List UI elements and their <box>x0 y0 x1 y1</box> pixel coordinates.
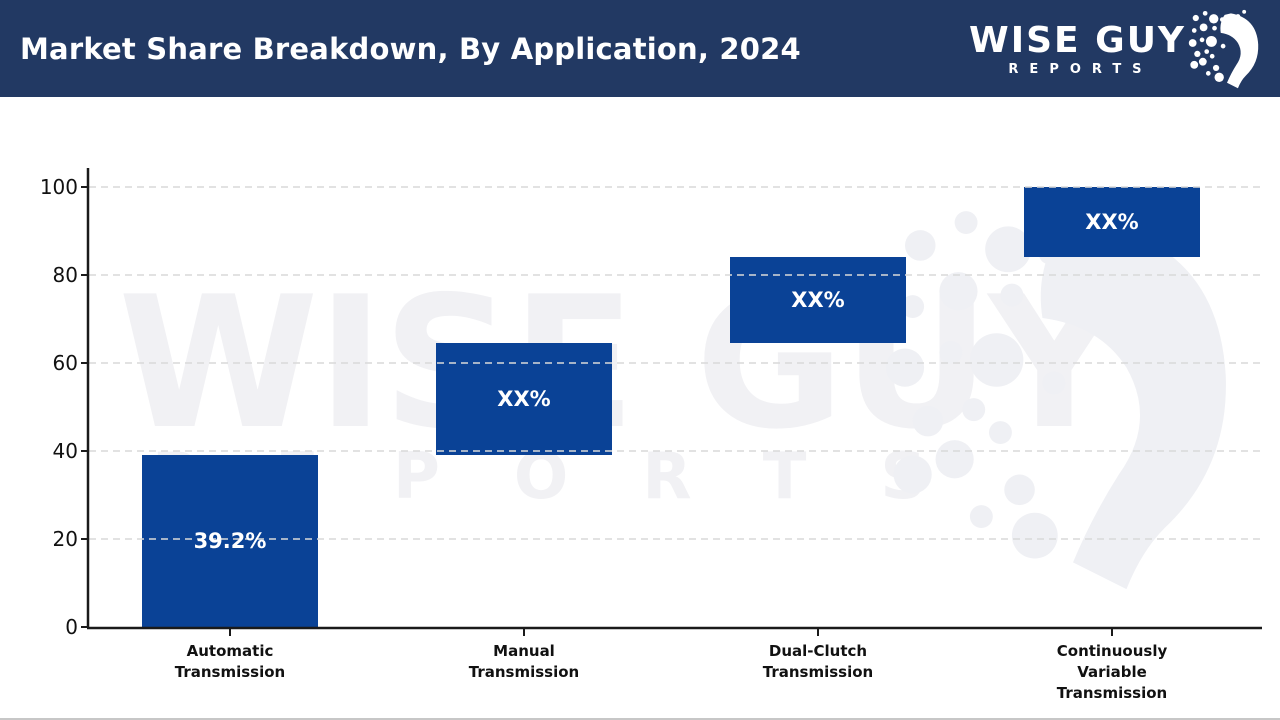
bar-value-label: XX% <box>791 288 845 313</box>
bar-automatic-transmission <box>142 454 318 627</box>
bar-value-label: 39.2% <box>193 528 267 553</box>
page-title: Market Share Breakdown, By Application, … <box>20 31 801 66</box>
y-tick-label: 20 <box>52 527 78 551</box>
y-tick-label: 0 <box>65 615 78 639</box>
x-category-label-automatic-transmission: Automatic Transmission <box>174 642 286 681</box>
bar-value-label: XX% <box>497 386 551 411</box>
x-category-label-dual-clutch-transmission: Dual-Clutch Transmission <box>762 642 874 681</box>
brand-logo: WISE GUY REPORTS <box>969 6 1266 94</box>
logo-wordmark: WISE GUY <box>968 20 1186 61</box>
watermark-head-icon <box>885 205 1226 590</box>
y-tick-label: 40 <box>52 439 78 463</box>
logo-head-icon <box>1188 9 1259 89</box>
bar-value-label: XX% <box>1085 210 1139 235</box>
bar-manual-transmission <box>436 343 612 455</box>
bar-dual-clutch-transmission <box>730 257 906 344</box>
y-tick-label: 60 <box>52 351 78 375</box>
header-bar: Market Share Breakdown, By Application, … <box>0 0 1280 97</box>
logo-subtext: REPORTS <box>1008 62 1153 77</box>
bottom-rule <box>0 718 1280 720</box>
y-tick-label: 100 <box>39 175 78 199</box>
x-category-label-continuously-variable-transmission: Continuously Variable Transmission <box>1056 642 1168 702</box>
bar-continuously-variable-transmission <box>1024 187 1200 258</box>
x-category-label-manual-transmission: Manual Transmission <box>468 642 580 681</box>
y-tick-label: 80 <box>52 263 78 287</box>
